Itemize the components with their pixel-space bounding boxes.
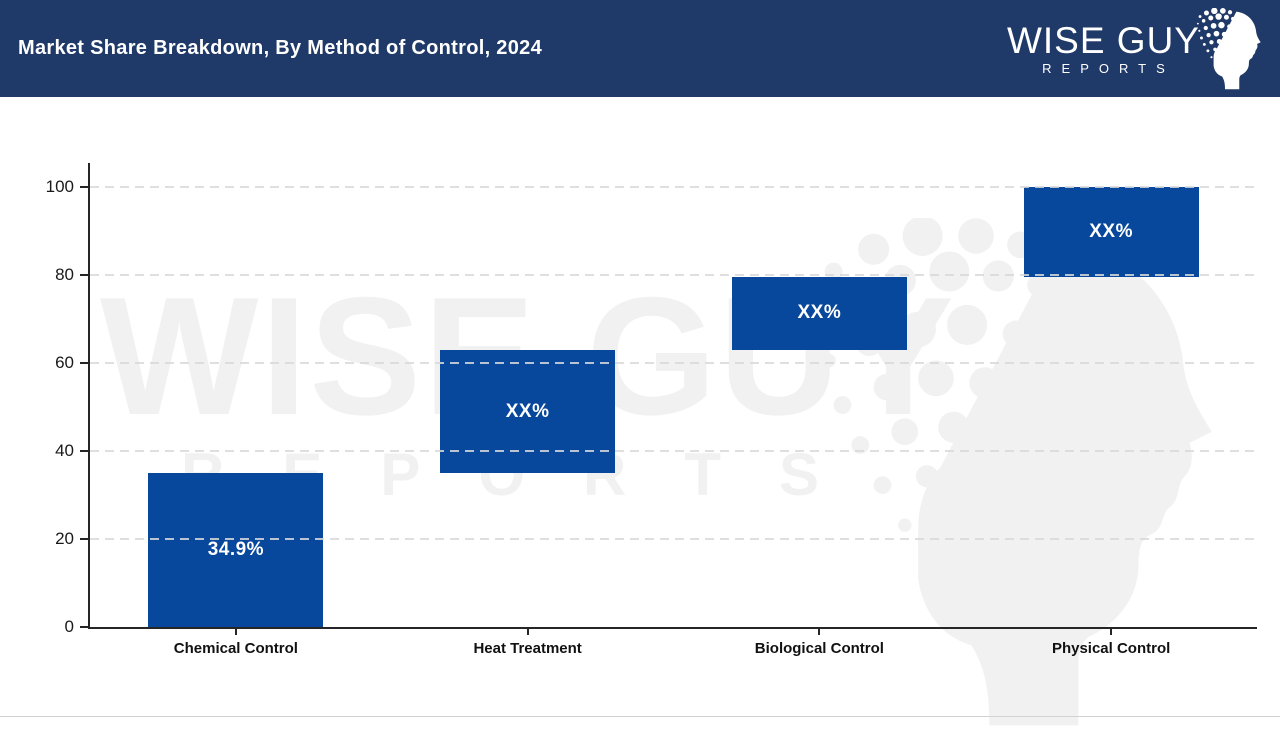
y-axis-tick-label: 40 (55, 440, 74, 460)
y-axis-tick-0 (80, 626, 88, 628)
category-label-chemical-control: Chemical Control (173, 640, 298, 657)
category-label-heat-treatment: Heat Treatment (473, 640, 582, 657)
gridline-y-80 (90, 273, 1257, 276)
bar-value-label: XX% (797, 302, 842, 324)
logo-brand-subtitle: REPORTS (1042, 61, 1175, 77)
gridline-y-60 (90, 361, 1257, 364)
x-axis-tick (526, 627, 529, 635)
y-axis-tick-label: 100 (45, 176, 74, 196)
x-axis-tick (818, 627, 821, 635)
x-axis-tick (1110, 627, 1113, 635)
gridline-y-40 (90, 449, 1257, 452)
bottom-divider (0, 716, 1280, 717)
category-label-physical-control: Physical Control (1051, 640, 1171, 657)
plot-area: 0 20 40 60 80 100 Chemical Control Heat Treatme… (46, 163, 1257, 657)
y-axis-tick-label: 0 (64, 617, 74, 636)
y-axis-tick-60 (80, 361, 88, 364)
y-axis-tick-80 (80, 273, 88, 276)
category-label-biological-control: Biological Control (754, 640, 884, 657)
y-axis-tick-40 (80, 449, 88, 452)
gridline-y-20 (90, 537, 1257, 540)
face-profile-dots-icon (1197, 8, 1261, 90)
bar-value-label: XX% (505, 400, 550, 422)
y-axis-tick-label: 60 (55, 352, 74, 372)
bar-chemical-control: 34.9% (148, 473, 324, 627)
y-axis-tick-100 (80, 185, 88, 188)
y-axis-tick-label: 80 (55, 264, 74, 284)
x-axis-tick (234, 627, 237, 635)
y-axis-tick-label: 20 (55, 528, 74, 548)
page-title: Market Share Breakdown, By Method of Con… (18, 37, 542, 59)
bar-value-label: 34.9% (207, 539, 265, 561)
bar-biological-control: XX% (731, 277, 907, 350)
header-band: Market Share Breakdown, By Method of Con… (0, 0, 1280, 97)
y-axis-tick-20 (80, 537, 88, 540)
logo: WISE GUY REPORTS (1007, 5, 1266, 93)
bar-value-label: XX% (1089, 221, 1133, 243)
logo-text: WISE GUY REPORTS (1006, 19, 1200, 77)
bar-physical-control: XX% (1023, 186, 1199, 278)
bar-heat-treatment: XX% (440, 349, 616, 474)
logo-brand-name: WISE GUY (1006, 19, 1200, 61)
gridline-y-100 (90, 185, 1257, 188)
